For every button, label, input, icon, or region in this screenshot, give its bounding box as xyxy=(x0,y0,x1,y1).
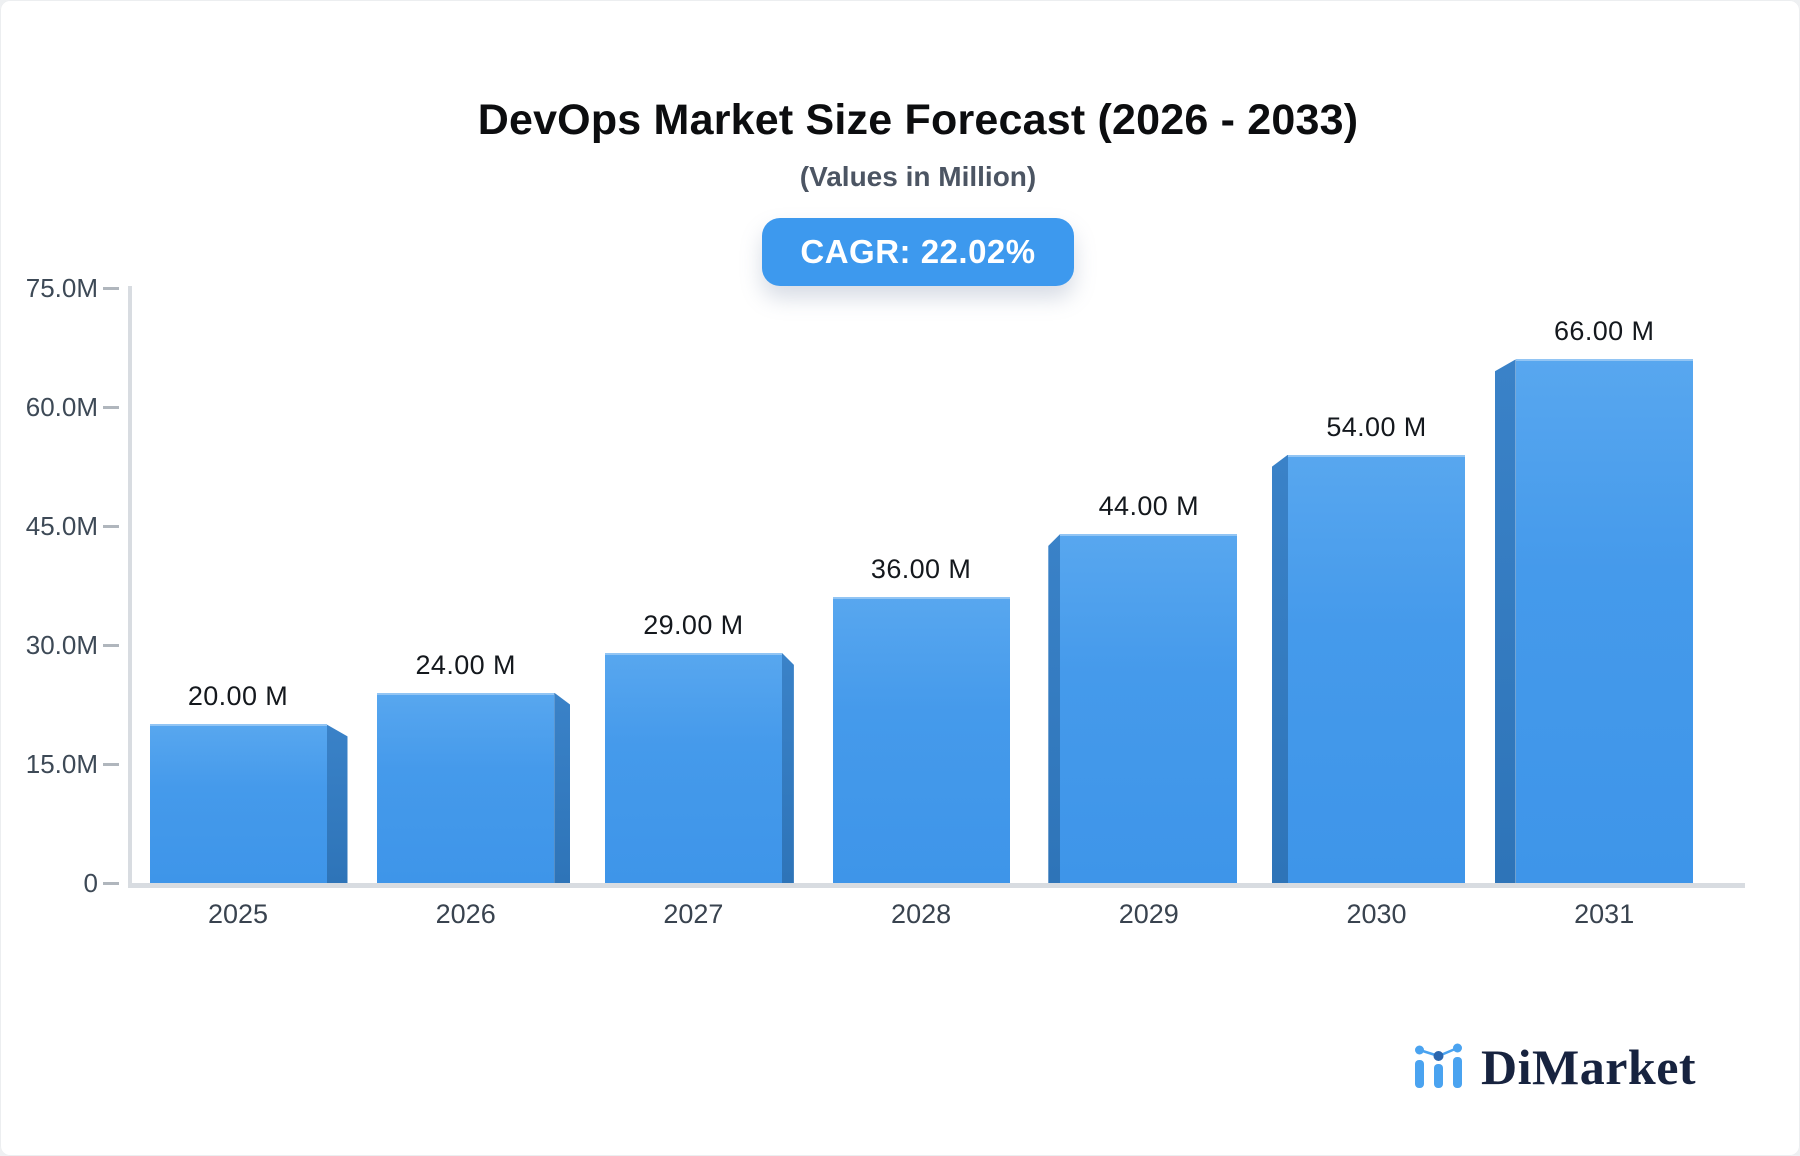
bar-2026 xyxy=(377,692,555,883)
page-title: DevOps Market Size Forecast (2026 - 2033… xyxy=(477,96,1359,144)
bar-value-label: 36.00 M xyxy=(870,554,972,585)
bar-value-label: 66.00 M xyxy=(1554,316,1655,347)
y-axis-tick xyxy=(103,763,119,766)
bar-side-2030 xyxy=(1272,454,1288,883)
y-axis-label: 15.0M xyxy=(25,749,98,779)
y-axis-label: 60.0M xyxy=(25,392,98,422)
x-axis-label: 2031 xyxy=(1574,899,1635,929)
bar-value-label: 44.00 M xyxy=(1098,490,1199,521)
bar-side-2026 xyxy=(554,692,571,883)
y-axis-tick xyxy=(103,525,119,528)
cagr-badge: CAGR: 22.02% xyxy=(762,218,1074,286)
y-axis-tick xyxy=(103,406,119,409)
x-axis-label: 2030 xyxy=(1346,899,1407,929)
bar-2025 xyxy=(149,724,327,883)
x-axis-label: 2025 xyxy=(207,899,269,929)
y-axis-label: 30.0M xyxy=(25,630,98,660)
y-axis-line xyxy=(128,286,132,888)
bar-side-2029 xyxy=(1048,533,1061,883)
bar-side-2025 xyxy=(326,724,348,883)
y-axis-tick xyxy=(103,287,119,290)
bar-value-label: 20.00 M xyxy=(187,681,289,712)
bar-value-label: 24.00 M xyxy=(415,649,516,680)
logo-text: DiMarket xyxy=(1481,1039,1697,1095)
bar-side-2027 xyxy=(781,652,794,883)
bar-2029 xyxy=(1060,533,1238,883)
bar-value-label: 29.00 M xyxy=(643,609,744,640)
bar-2027 xyxy=(604,652,782,883)
x-axis-baseline xyxy=(128,883,1745,888)
y-axis-tick xyxy=(103,882,119,885)
x-axis-label: 2026 xyxy=(435,899,496,929)
bar-2031 xyxy=(1515,359,1693,883)
page-subtitle: (Values in Million) xyxy=(799,161,1037,192)
bar-value-label: 54.00 M xyxy=(1326,411,1427,442)
chart-header: DevOps Market Size Forecast (2026 - 2033… xyxy=(0,92,1800,286)
y-axis-label: 75.0M xyxy=(25,273,98,303)
brand-logo: DiMarket xyxy=(1413,1039,1697,1095)
y-axis-label: 45.0M xyxy=(25,511,98,541)
bar-2028 xyxy=(832,597,1010,883)
x-axis-label: 2028 xyxy=(891,899,952,929)
logo-chart-icon xyxy=(1415,1043,1462,1088)
x-axis-label: 2027 xyxy=(663,899,724,929)
y-axis-label: 0 xyxy=(83,868,98,898)
y-axis-tick xyxy=(103,644,119,647)
bar-2030 xyxy=(1288,454,1465,883)
x-axis-label: 2029 xyxy=(1118,899,1179,929)
bar-side-2031 xyxy=(1494,359,1516,883)
